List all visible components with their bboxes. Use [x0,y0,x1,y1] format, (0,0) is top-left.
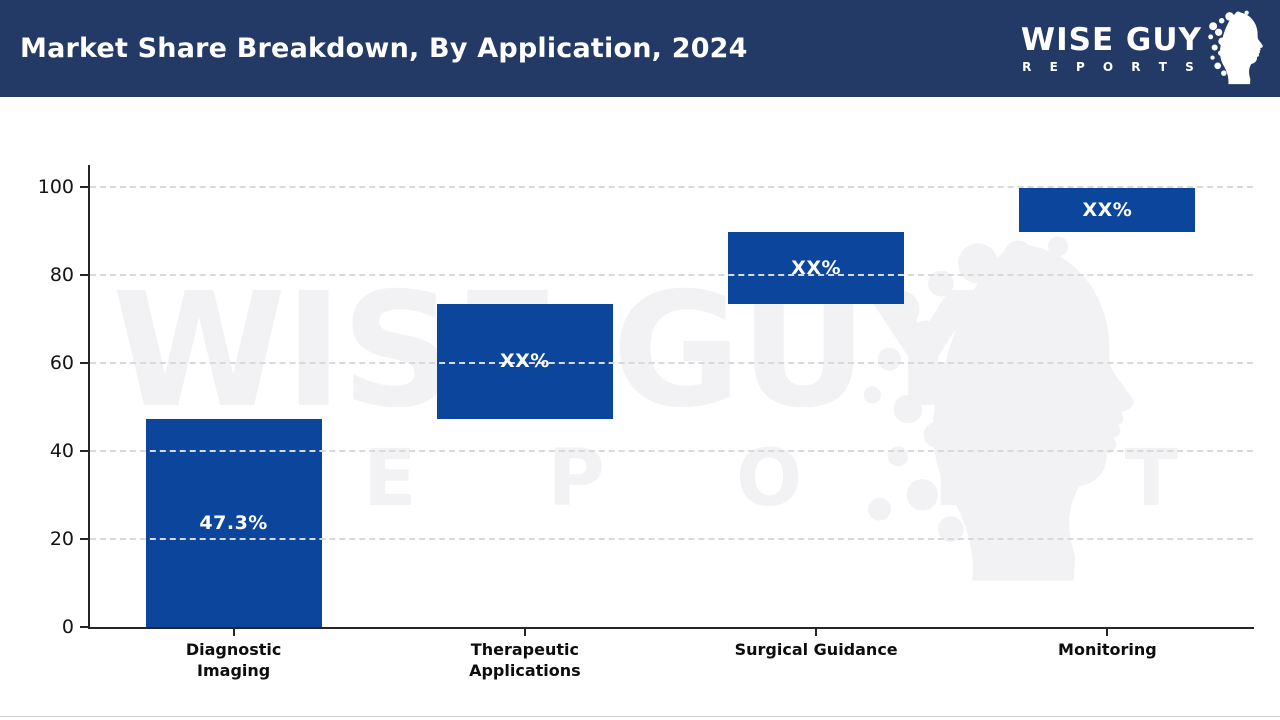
logo-text: WISE GUY R E P O R T S [1021,24,1202,74]
page-title: Market Share Breakdown, By Application, … [20,33,748,64]
x-tick-mark [1106,629,1109,636]
y-tick-mark [80,274,88,276]
y-tick-label: 0 [61,616,74,638]
y-tick-label: 60 [49,352,74,374]
bar-value-label: XX% [499,350,550,373]
x-axis-label: Surgical Guidance [734,640,898,659]
y-tick-label: 40 [49,440,74,462]
y-tick-label: 100 [37,176,74,198]
bar [145,418,322,627]
logo-wordmark: WISE GUY [1020,22,1202,59]
y-tick-mark [80,538,88,540]
x-tick-mark [815,629,818,636]
x-tick-mark [232,629,235,636]
logo-subtitle: R E P O R T S [1022,59,1201,74]
x-axis-label: Therapeutic Applications [469,640,581,680]
bar [1019,187,1196,232]
header-bar: Market Share Breakdown, By Application, … [0,0,1280,97]
y-axis-line [88,165,90,629]
gridline [90,450,1253,452]
x-axis-label: Monitoring [1058,640,1157,659]
gridline [90,362,1253,364]
y-tick-mark [80,626,88,628]
y-tick-label: 20 [49,528,74,550]
bar-value-label: XX% [1082,198,1133,221]
wise-guy-reports-logo: WISE GUY R E P O R T S [1021,7,1268,85]
bar [728,231,905,305]
gridline [90,186,1253,188]
y-tick-mark [80,450,88,452]
y-tick-label: 80 [49,264,74,286]
bar-value-label: XX% [791,256,842,279]
gridline [90,274,1253,276]
x-axis-label: Diagnostic Imaging [185,640,282,680]
bottom-border [0,716,1280,717]
x-axis-line [88,627,1254,629]
bar-value-label: 47.3% [199,511,268,534]
head-profile-icon [1208,10,1263,85]
bar [436,304,613,419]
watermark-head-profile-icon [863,236,1134,581]
x-tick-mark [523,629,526,636]
y-tick-mark [80,362,88,364]
y-tick-mark [80,186,88,188]
gridline [90,538,1253,540]
